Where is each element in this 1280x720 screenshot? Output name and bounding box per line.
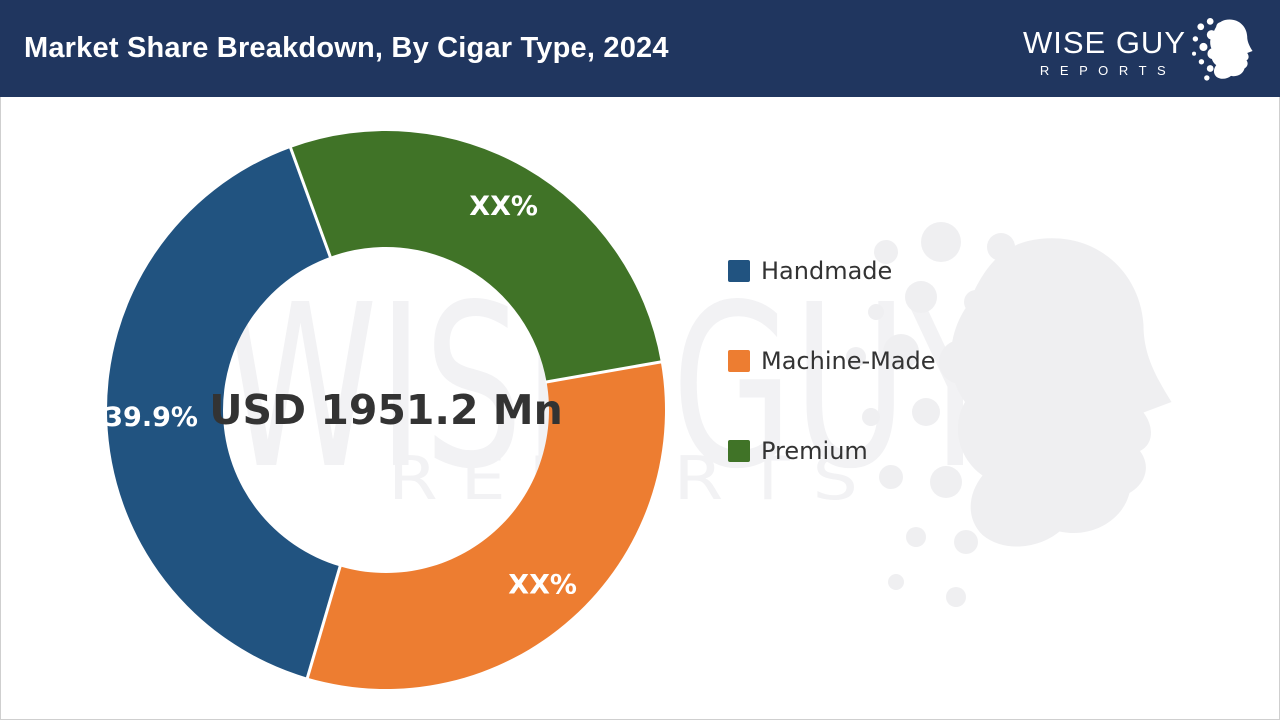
chart-legend: Handmade Machine-Made Premium [728,254,936,524]
header: Market Share Breakdown, By Cigar Type, 2… [0,0,1280,97]
legend-item-machine-made: Machine-Made [728,344,936,378]
legend-swatch-handmade [728,260,750,282]
donut-chart: 39.9% XX% XX% USD 1951.2 Mn [104,131,666,689]
legend-item-premium: Premium [728,434,936,468]
segment-separator [545,360,663,384]
chart-area: WISE GUY R E P O R T S 39.9%XX%XX% USD 1… [0,97,1280,720]
dots-face-watermark [846,222,1172,607]
donut-segment-machine-made [307,361,666,689]
logo-face-icon [1192,18,1253,81]
segment-value-label: XX% [469,191,538,222]
legend-label: Handmade [761,257,893,285]
wiseguy-logo: WISE GUY R E P O R T S [1023,8,1264,94]
segment-labels: 39.9% XX% XX% [104,191,577,601]
legend-swatch-machine-made [728,350,750,372]
legend-item-handmade: Handmade [728,254,936,288]
legend-swatch-premium [728,440,750,462]
segment-value-label: 39.9% [104,402,198,433]
donut-center-value: USD 1951.2 Mn [209,386,563,434]
donut-segment-handmade [107,147,341,678]
page-title: Market Share Breakdown, By Cigar Type, 2… [24,32,669,64]
logo-text: WISE GUY R E P O R T S [1023,25,1186,78]
legend-label: Premium [761,437,868,465]
segment-separator [305,565,342,680]
logo-wordmark: WISE GUY [1022,24,1186,60]
segment-value-label: XX% [508,570,577,601]
logo-subtitle: R E P O R T S [1039,62,1170,78]
segment-separators [288,146,663,680]
segment-separator [288,146,332,259]
donut-segments [107,131,666,689]
legend-label: Machine-Made [761,347,936,375]
donut-segment-premium [290,131,661,382]
